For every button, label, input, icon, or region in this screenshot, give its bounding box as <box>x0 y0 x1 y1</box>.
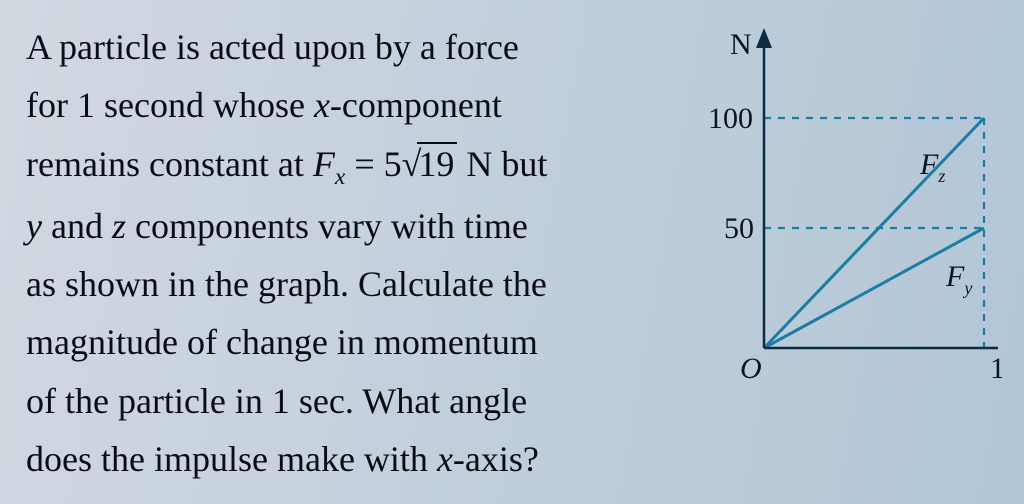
y-axis-label: N <box>730 28 752 61</box>
var-x2: x <box>437 439 453 479</box>
series-fy-label: Fy <box>945 260 972 298</box>
radicand: 19 <box>417 142 457 184</box>
series-fz-label: Fz <box>919 148 945 186</box>
x-tick-1: 1 <box>990 352 1002 385</box>
text-line-5: as shown in the graph. Calculate the <box>26 264 547 304</box>
text-line-8b: -axis? <box>453 439 539 479</box>
series-fz-line <box>764 118 984 348</box>
text-line-3a: remains constant at <box>26 144 313 184</box>
force-subscript: x <box>335 164 345 190</box>
text-line-7: of the particle in 1 sec. What angle <box>26 381 527 421</box>
sqrt-expression: √19 <box>402 135 458 193</box>
problem-text: A particle is acted upon by a force for … <box>26 18 702 486</box>
y-axis-arrow-icon <box>756 28 772 48</box>
equals-five: = 5 <box>345 144 401 184</box>
text-line-2a: for 1 second whose <box>26 85 314 125</box>
force-symbol: F <box>313 144 335 184</box>
text-and: and <box>42 206 112 246</box>
text-line-1: A particle is acted upon by a force <box>26 27 519 67</box>
var-x: x <box>314 85 330 125</box>
text-line-8a: does the impulse make with <box>26 439 437 479</box>
var-y: y <box>26 206 42 246</box>
text-line-2b: -component <box>330 85 502 125</box>
text-line-6: magnitude of change in momentum <box>26 322 538 362</box>
text-line-4b: components vary with time <box>126 206 528 246</box>
force-time-graph: N 100 50 O 1 Fz Fy <box>702 18 1002 398</box>
tick-label-100: 100 <box>708 102 753 135</box>
graph-panel: N 100 50 O 1 Fz Fy <box>702 18 1002 486</box>
tick-label-50: 50 <box>724 212 754 245</box>
origin-label: O <box>740 352 762 385</box>
var-z: z <box>112 206 126 246</box>
unit-n-but: N but <box>457 144 547 184</box>
